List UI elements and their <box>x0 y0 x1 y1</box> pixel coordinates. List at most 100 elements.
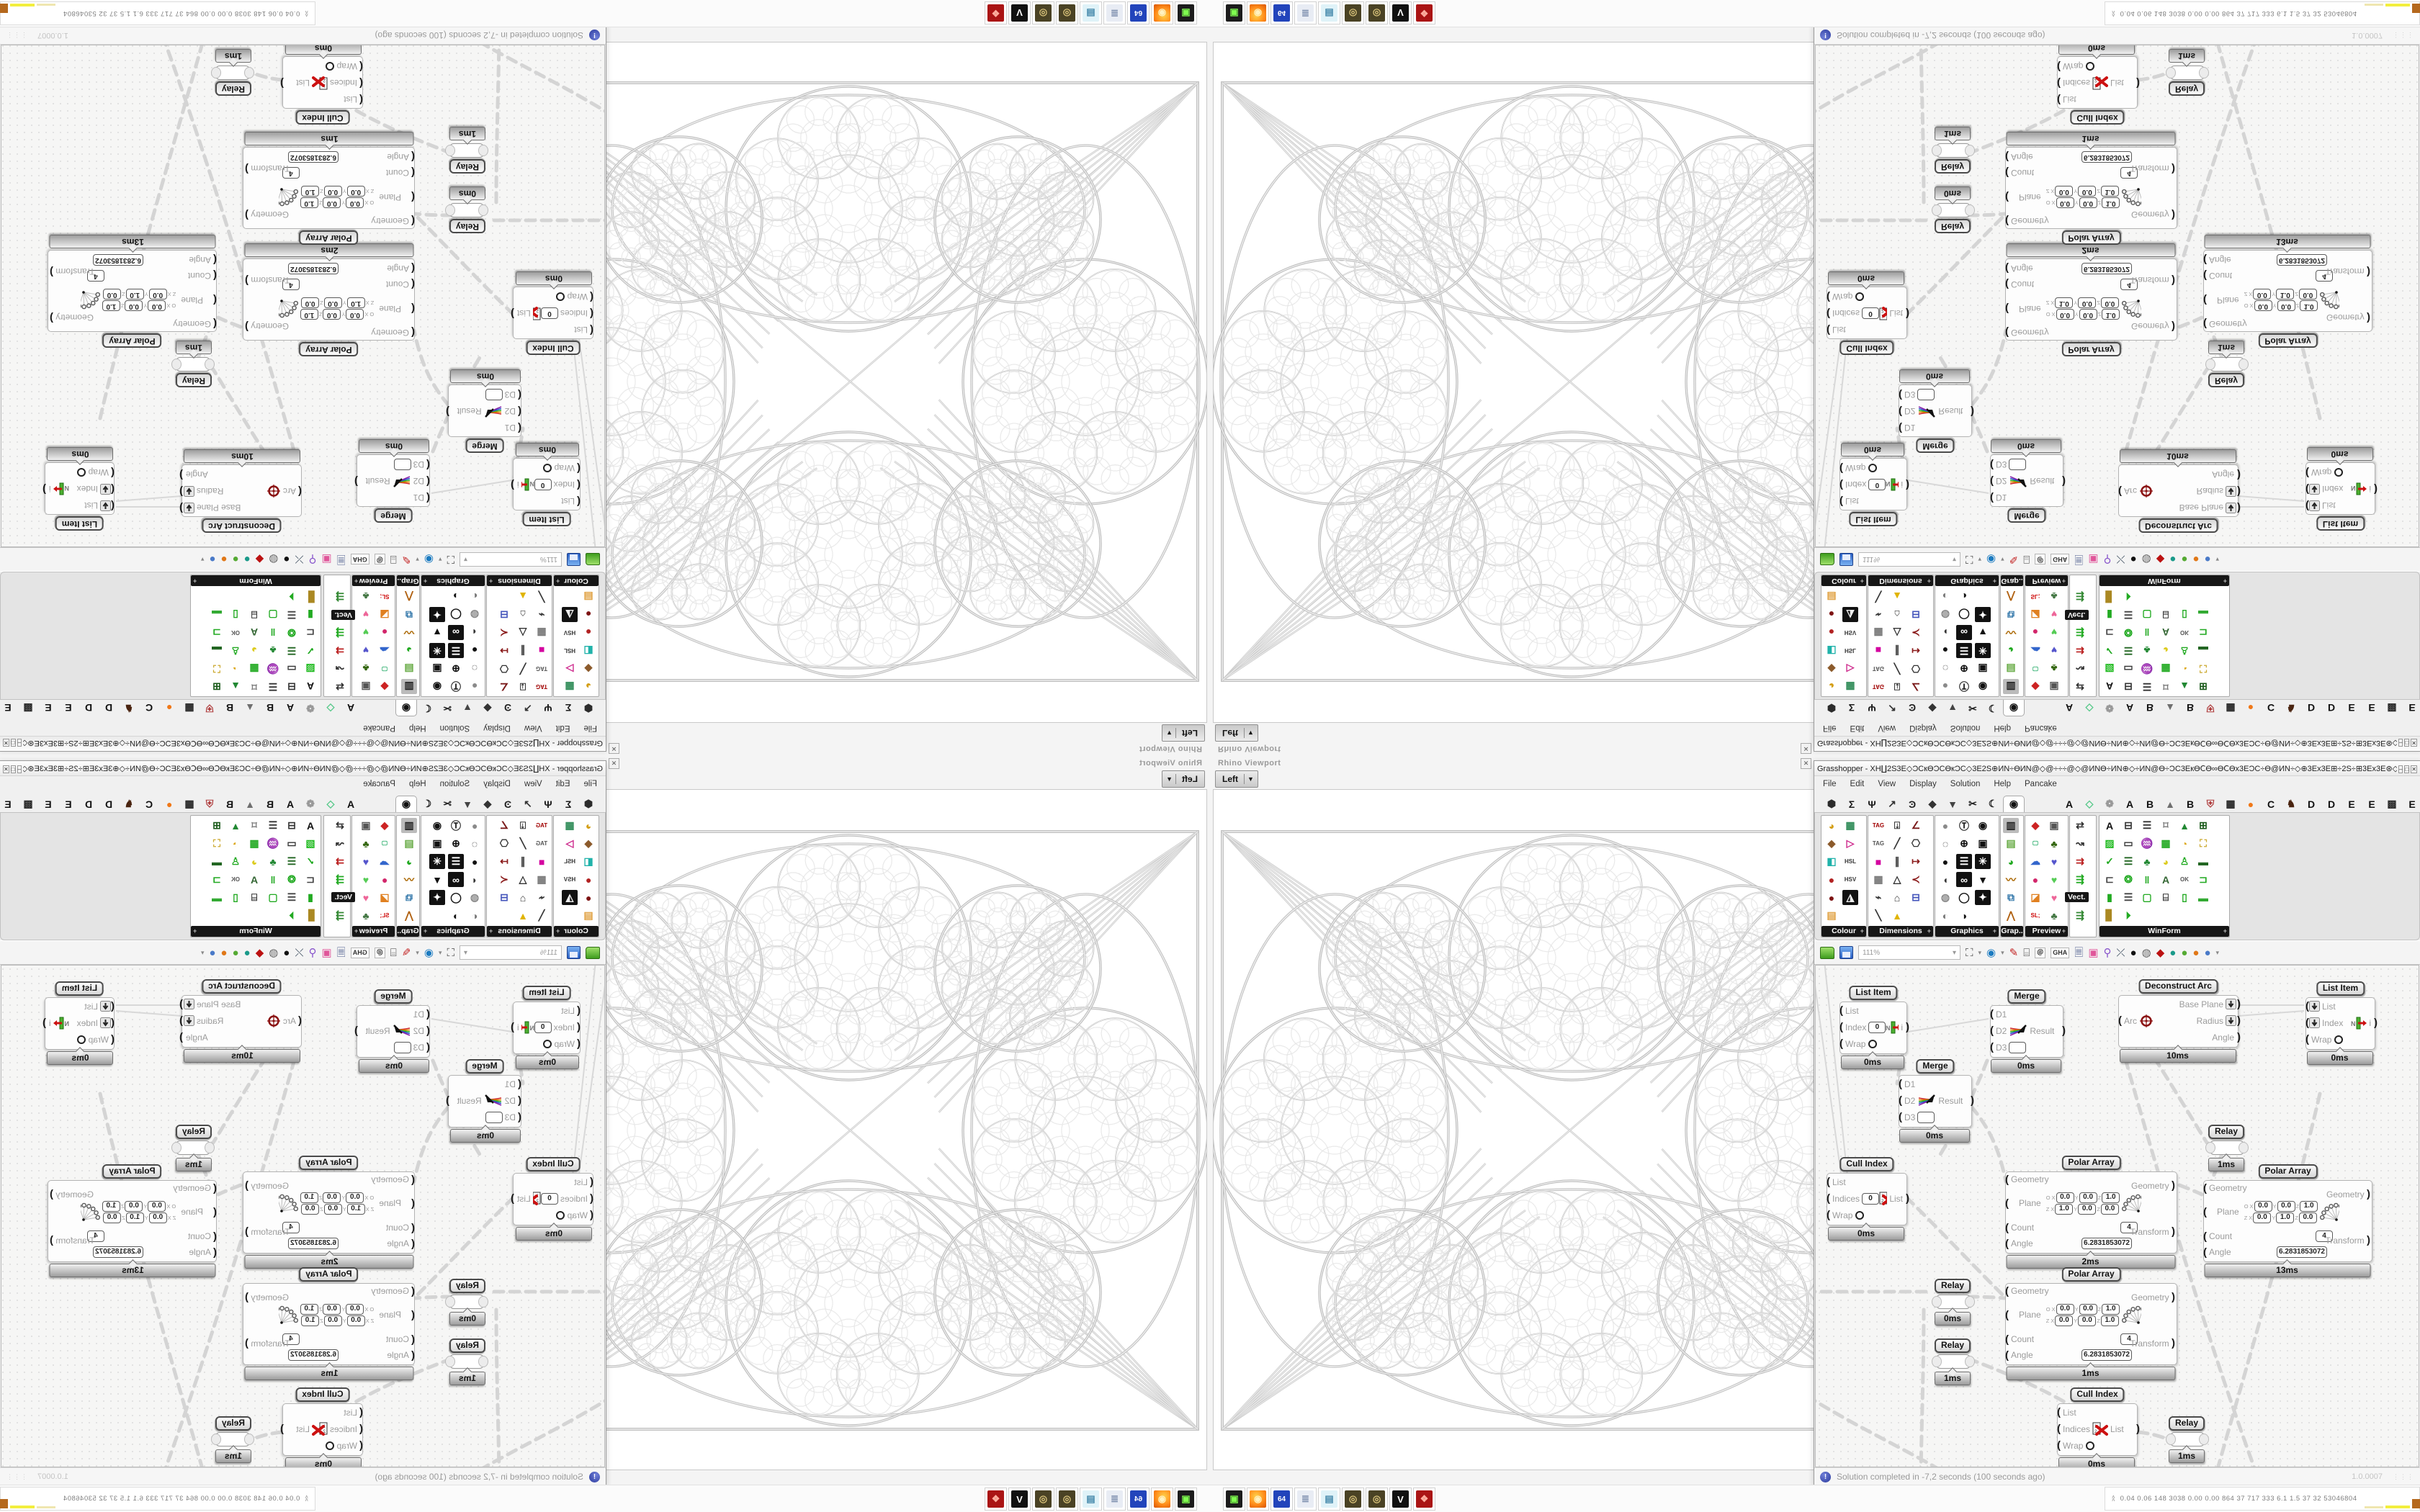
taskbar-icon-3[interactable]: ≣ <box>1294 1488 1317 1511</box>
node-label[interactable]: Polar Array <box>2258 1164 2318 1179</box>
component-icon[interactable]: ≺ <box>495 870 514 888</box>
component-icon[interactable]: ⇶ <box>331 870 349 888</box>
category-tab-8[interactable]: ☾ <box>1988 703 1998 714</box>
component-icon[interactable]: ⊏ <box>2100 870 2119 888</box>
component-icon[interactable]: ♣ <box>357 588 375 606</box>
taskbar-icon-1[interactable]: ◉ <box>1151 1488 1173 1511</box>
component-icon[interactable]: OK <box>226 870 245 888</box>
node-body[interactable]: Polar Array(Geometry(Plane O X 0.0 Y 0.0 Z 1.0 Z… <box>243 1267 415 1365</box>
palette-label[interactable]: Colour + <box>1821 926 1866 937</box>
menu-item-file[interactable]: File <box>583 724 597 732</box>
component-icon[interactable]: ▤ <box>579 906 598 924</box>
component-icon[interactable]: SL; <box>375 588 394 606</box>
component-icon[interactable]: ▼ <box>428 624 447 642</box>
category-tab-3[interactable]: ↗ <box>524 703 532 714</box>
component-icon[interactable]: ☰ <box>264 678 282 696</box>
node-body[interactable]: Deconstruct Arc Base Plane)(Arc Radius) Ang… <box>179 464 302 533</box>
toolbar-icon-6[interactable]: ＠ <box>2035 947 2046 958</box>
category-tab-19[interactable]: ● <box>166 702 173 714</box>
component-icon[interactable]: ▬ <box>207 606 226 624</box>
category-tab-10[interactable]: A <box>346 702 355 714</box>
component-icon[interactable]: ◕ <box>1822 678 1841 696</box>
component-icon[interactable]: ◮ <box>1841 888 1860 906</box>
taskbar-icon-5[interactable]: ◎ <box>1056 1 1078 24</box>
taskbar-icon-0[interactable]: ▣ <box>1175 1 1197 24</box>
palette-expand-icon[interactable]: + <box>489 927 493 935</box>
component-icon[interactable]: ▲ <box>2175 678 2194 696</box>
component-icon[interactable]: ◌ <box>465 660 484 678</box>
plane-value[interactable]: 0.0 <box>2055 1315 2074 1326</box>
palette-expand-icon[interactable]: + <box>556 577 560 585</box>
toolbar-icon-12[interactable]: ● <box>2130 946 2137 959</box>
component-icon[interactable]: A <box>301 816 320 834</box>
palette-label[interactable]: Graphics + <box>1935 575 1999 586</box>
open-file-icon[interactable] <box>586 553 600 566</box>
component-icon[interactable]: ⇶ <box>331 588 349 606</box>
component-icon[interactable]: ⏵ <box>282 588 301 606</box>
component-icon[interactable]: ◑ <box>1955 588 1973 606</box>
category-tab-12[interactable]: ❁ <box>2105 703 2114 714</box>
component-icon[interactable]: ▭ <box>282 834 301 852</box>
plane-value[interactable]: 0.0 <box>2253 1212 2272 1223</box>
node-body[interactable]: Cull Index(List(Indices012List)(Wrap <box>1827 1157 1909 1225</box>
taskbar-icon-5[interactable]: ◎ <box>1342 1 1364 24</box>
toolbar-icon-12[interactable]: ● <box>2130 553 2137 566</box>
component-icon[interactable]: ● <box>1936 816 1955 834</box>
resize-grip[interactable]: ⋮⋮⋮ <box>6 1472 27 1480</box>
component-icon[interactable]: ∠ <box>1906 678 1925 696</box>
component-icon[interactable]: 〰 <box>400 870 418 888</box>
component-icon[interactable]: ☰ <box>447 852 465 870</box>
component-icon[interactable]: ◉ <box>1973 816 1992 834</box>
plane-value[interactable]: 1.0 <box>2102 1303 2120 1315</box>
node-label[interactable]: Relay <box>2168 1416 2205 1431</box>
palette-label[interactable]: Dimensions + <box>1868 575 1933 586</box>
component-icon[interactable]: A <box>2100 816 2119 834</box>
gh-node-relay-4[interactable]: Relay 1ms <box>2165 45 2208 96</box>
taskbar-icon-2[interactable]: 64 <box>1127 1 1150 24</box>
component-icon[interactable]: ╱ <box>514 660 532 678</box>
component-icon[interactable]: ⊟ <box>1906 888 1925 906</box>
toolbar-icon-19[interactable]: ▾ <box>200 948 205 956</box>
close-button[interactable]: ✕ <box>3 765 9 773</box>
component-icon[interactable]: ☰ <box>282 888 301 906</box>
relay-capsule[interactable] <box>215 1432 250 1446</box>
toolbar-icon-3[interactable]: ▾ <box>416 556 419 564</box>
component-icon[interactable]: OK <box>2175 624 2194 642</box>
plane-value[interactable]: 0.0 <box>301 1203 320 1215</box>
node-body[interactable]: Polar Array(Geometry(Plane O X 0.0 Y 0.0 Z 1.0 Z… <box>2005 147 2177 245</box>
node-label[interactable]: Polar Array <box>299 230 359 245</box>
toolbar-icon-6[interactable]: ＠ <box>2035 554 2046 565</box>
component-icon[interactable]: ⊕ <box>447 834 465 852</box>
taskbar-icon-0[interactable]: ▣ <box>1223 1 1245 24</box>
component-icon[interactable] <box>1841 906 1860 924</box>
category-tab-22[interactable]: D <box>2307 702 2316 714</box>
node-label[interactable]: Merge <box>465 438 504 453</box>
plane-value[interactable]: 0.0 <box>2254 300 2272 312</box>
component-icon[interactable]: ⌑ <box>245 678 264 696</box>
component-icon[interactable]: ⊏ <box>301 870 320 888</box>
node-label[interactable]: Deconstruct Arc <box>202 518 282 533</box>
node-output-transform[interactable]: Transform ) <box>2130 1337 2175 1349</box>
component-icon[interactable]: ▮ <box>2100 888 2119 906</box>
menu-item-display[interactable]: Display <box>1909 780 1937 788</box>
component-icon[interactable]: 🖵 <box>375 834 394 852</box>
component-icon[interactable]: ⋀ <box>2002 588 2020 606</box>
component-icon[interactable]: A <box>245 624 264 642</box>
menu-item-view[interactable]: View <box>1878 724 1896 732</box>
node-body[interactable]: Merge(D1(D2 Result)(D3 <box>1990 989 2066 1058</box>
component-icon[interactable]: ▦ <box>532 870 551 888</box>
component-icon[interactable]: ■ <box>1869 852 1888 870</box>
component-icon[interactable]: TAG <box>1869 834 1888 852</box>
component-icon[interactable]: TAG <box>1869 660 1888 678</box>
component-icon[interactable]: ⍗ <box>1888 678 1906 696</box>
category-tab-7[interactable]: ✂ <box>1968 703 1977 714</box>
menu-item-file[interactable]: File <box>1823 724 1837 732</box>
node-body[interactable]: Polar Array(Geometry(Plane O X 0.0 Y 0.0 Z 1.0 Z… <box>48 1164 217 1262</box>
component-icon[interactable]: ● <box>1822 870 1841 888</box>
component-icon[interactable]: △ <box>1888 624 1906 642</box>
component-icon[interactable]: ▬ <box>207 642 226 660</box>
palette-label[interactable]: Colour + <box>554 926 599 937</box>
palette-expand-icon[interactable]: + <box>2223 577 2227 585</box>
component-icon[interactable]: ▦ <box>560 816 579 834</box>
